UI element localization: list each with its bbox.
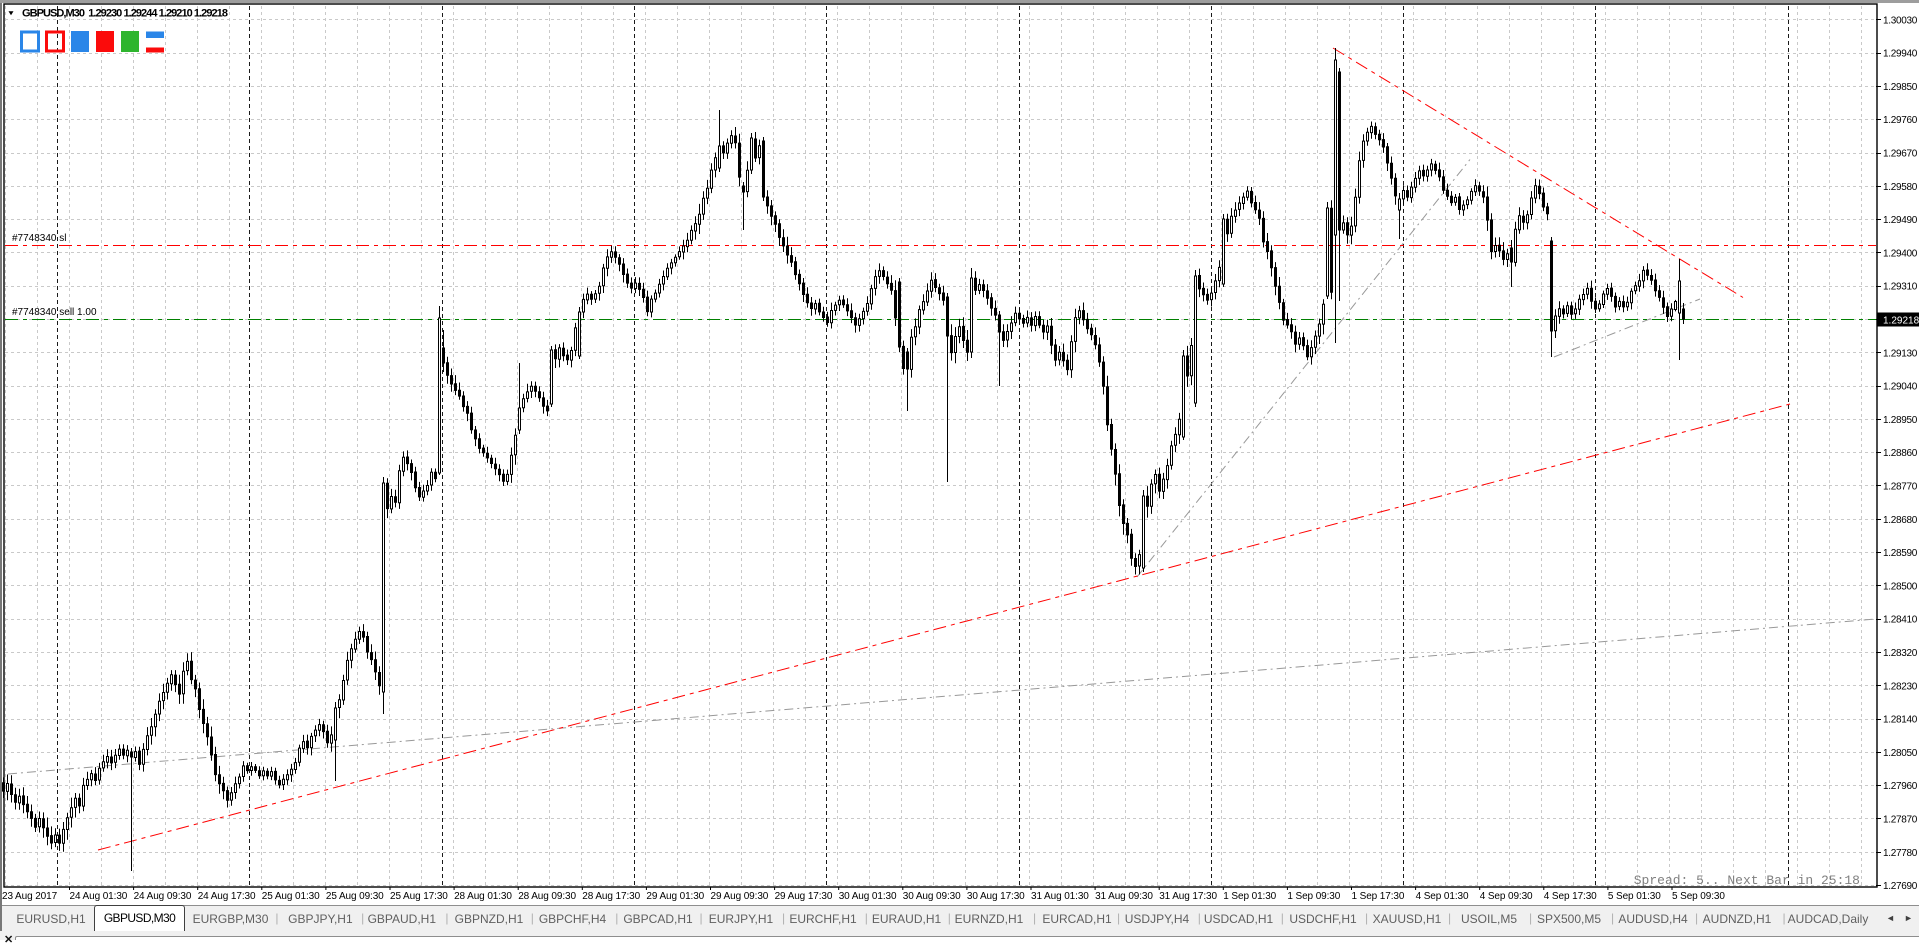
svg-text:28 Aug 17:30: 28 Aug 17:30 (582, 891, 640, 902)
svg-text:Spread: 5.. Next Bar in 25:18: Spread: 5.. Next Bar in 25:18 (1634, 873, 1860, 888)
svg-text:GBPUSD,M30 1.29230 1.29244 1.: GBPUSD,M30 1.29230 1.29244 1.29210 1.292… (22, 8, 228, 20)
svg-text:1.28320: 1.28320 (1883, 648, 1918, 659)
svg-text:1.29940: 1.29940 (1883, 49, 1918, 60)
svg-text:30 Aug 09:30: 30 Aug 09:30 (903, 891, 961, 902)
svg-text:1.29040: 1.29040 (1883, 382, 1918, 393)
svg-text:#7748340 sl: #7748340 sl (12, 233, 67, 244)
svg-text:1.27690: 1.27690 (1883, 881, 1918, 892)
svg-text:29 Aug 09:30: 29 Aug 09:30 (711, 891, 769, 902)
svg-text:28 Aug 09:30: 28 Aug 09:30 (518, 891, 576, 902)
svg-text:25 Aug 17:30: 25 Aug 17:30 (390, 891, 448, 902)
svg-text:1.28050: 1.28050 (1883, 748, 1918, 759)
svg-text:4 Sep 17:30: 4 Sep 17:30 (1544, 891, 1597, 902)
svg-text:1.28950: 1.28950 (1883, 415, 1918, 426)
svg-text:1.27780: 1.27780 (1883, 848, 1918, 859)
svg-text:28 Aug 01:30: 28 Aug 01:30 (454, 891, 512, 902)
svg-text:1.29850: 1.29850 (1883, 82, 1918, 93)
svg-text:1.29490: 1.29490 (1883, 215, 1918, 226)
svg-text:24 Aug 17:30: 24 Aug 17:30 (198, 891, 256, 902)
svg-text:1.27960: 1.27960 (1883, 781, 1918, 792)
svg-text:1.27870: 1.27870 (1883, 815, 1918, 826)
svg-text:1.28230: 1.28230 (1883, 681, 1918, 692)
svg-text:31 Aug 09:30: 31 Aug 09:30 (1095, 891, 1153, 902)
svg-text:1.28500: 1.28500 (1883, 581, 1918, 592)
svg-text:1.28680: 1.28680 (1883, 515, 1918, 526)
svg-text:1.29310: 1.29310 (1883, 282, 1918, 293)
svg-text:5 Sep 01:30: 5 Sep 01:30 (1608, 891, 1661, 902)
svg-text:23 Aug 2017: 23 Aug 2017 (2, 891, 58, 902)
svg-text:29 Aug 01:30: 29 Aug 01:30 (646, 891, 704, 902)
svg-text:1 Sep 17:30: 1 Sep 17:30 (1352, 891, 1405, 902)
svg-text:1.29580: 1.29580 (1883, 182, 1918, 193)
svg-text:25 Aug 01:30: 25 Aug 01:30 (262, 891, 320, 902)
svg-text:31 Aug 17:30: 31 Aug 17:30 (1159, 891, 1217, 902)
svg-text:1.29218: 1.29218 (1883, 316, 1919, 327)
svg-text:5 Sep 09:30: 5 Sep 09:30 (1672, 891, 1725, 902)
svg-text:24 Aug 09:30: 24 Aug 09:30 (134, 891, 192, 902)
svg-text:1 Sep 09:30: 1 Sep 09:30 (1287, 891, 1340, 902)
svg-text:24 Aug 01:30: 24 Aug 01:30 (70, 891, 128, 902)
svg-text:25 Aug 09:30: 25 Aug 09:30 (326, 891, 384, 902)
svg-text:#7748340 sell 1.00: #7748340 sell 1.00 (12, 307, 97, 318)
svg-text:1.29760: 1.29760 (1883, 115, 1918, 126)
svg-text:1 Sep 01:30: 1 Sep 01:30 (1223, 891, 1276, 902)
svg-text:1.30030: 1.30030 (1883, 15, 1918, 26)
svg-text:1.28590: 1.28590 (1883, 548, 1918, 559)
svg-text:30 Aug 01:30: 30 Aug 01:30 (839, 891, 897, 902)
svg-text:30 Aug 17:30: 30 Aug 17:30 (967, 891, 1025, 902)
svg-text:1.28410: 1.28410 (1883, 615, 1918, 626)
svg-text:1.29670: 1.29670 (1883, 149, 1918, 160)
svg-text:1.28860: 1.28860 (1883, 448, 1918, 459)
svg-text:1.29130: 1.29130 (1883, 348, 1918, 359)
svg-text:1.29400: 1.29400 (1883, 248, 1918, 259)
svg-text:4 Sep 01:30: 4 Sep 01:30 (1416, 891, 1469, 902)
svg-text:29 Aug 17:30: 29 Aug 17:30 (775, 891, 833, 902)
svg-text:1.28140: 1.28140 (1883, 715, 1918, 726)
svg-text:31 Aug 01:30: 31 Aug 01:30 (1031, 891, 1089, 902)
svg-text:4 Sep 09:30: 4 Sep 09:30 (1480, 891, 1533, 902)
svg-text:1.28770: 1.28770 (1883, 482, 1918, 493)
